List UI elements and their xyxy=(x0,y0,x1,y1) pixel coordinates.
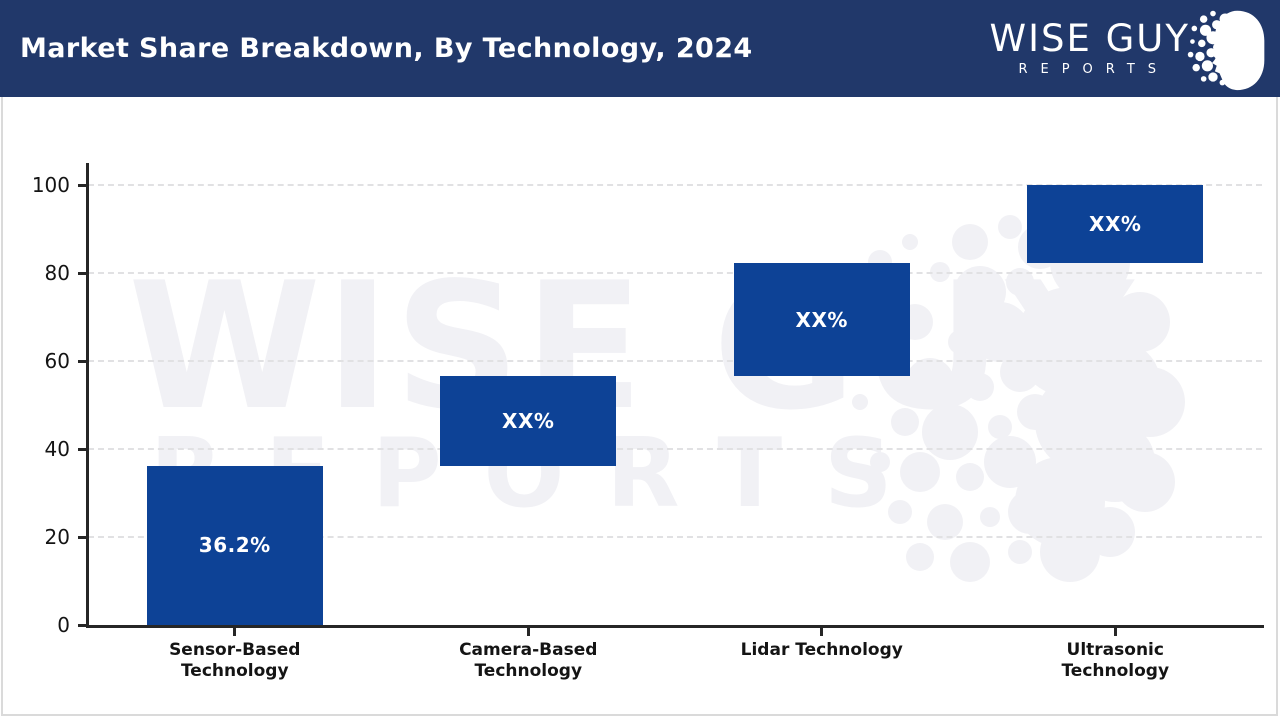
chart-panel: WISE GUY REPORTS xyxy=(0,96,1280,720)
y-tick-label: 0 xyxy=(57,613,70,637)
wiseguy-logo: WISE GUY REPORTS xyxy=(990,7,1270,91)
y-axis-tick xyxy=(78,360,86,363)
gridline xyxy=(88,360,1262,362)
y-axis-tick xyxy=(78,536,86,539)
wiseguy-head-logo-icon xyxy=(1187,10,1265,90)
y-axis-tick xyxy=(78,624,86,627)
x-category-label: Ultrasonic Technology xyxy=(1061,640,1170,681)
bar-value-label: XX% xyxy=(795,307,848,332)
gridline xyxy=(88,184,1262,186)
x-category-label: Sensor-Based Technology xyxy=(169,640,301,681)
wiseguy-logo-text: WISE GUY REPORTS xyxy=(990,20,1190,77)
gridline xyxy=(88,448,1262,450)
x-axis-tick xyxy=(233,628,237,636)
wiseguy-logo-line1: WISE GUY xyxy=(989,17,1190,60)
y-axis-tick xyxy=(78,272,86,275)
y-tick-label: 40 xyxy=(44,437,70,461)
bar-value-label: 36.2% xyxy=(198,533,271,558)
bar: XX% xyxy=(733,263,910,376)
bar: XX% xyxy=(1027,185,1204,264)
gridline xyxy=(88,536,1262,538)
y-tick-label: 60 xyxy=(44,349,70,373)
header-bar: Market Share Breakdown, By Technology, 2… xyxy=(0,0,1280,97)
y-axis-line xyxy=(86,163,89,628)
x-axis-line xyxy=(86,625,1264,628)
y-tick-label: 80 xyxy=(44,261,70,285)
y-tick-label: 20 xyxy=(44,525,70,549)
x-axis-tick xyxy=(526,628,530,636)
waterfall-chart: 0 20 40 60 80 100 36.2% Sensor-Based Technology X… xyxy=(0,97,1280,720)
bar-value-label: XX% xyxy=(502,408,555,433)
y-axis-tick xyxy=(78,448,86,451)
watermark-layer: WISE GUY REPORTS xyxy=(0,97,1280,720)
bar: XX% xyxy=(440,375,617,466)
y-axis-tick xyxy=(78,184,86,187)
head-watermark-icon xyxy=(842,215,1185,582)
wiseguy-logo-line2: REPORTS xyxy=(1018,62,1170,77)
page-title: Market Share Breakdown, By Technology, 2… xyxy=(20,33,753,64)
bar-value-label: XX% xyxy=(1089,212,1142,237)
bar: 36.2% xyxy=(146,465,323,625)
x-category-label: Lidar Technology xyxy=(740,640,903,660)
gridline xyxy=(88,272,1262,274)
x-axis-tick xyxy=(820,628,824,636)
x-category-label: Camera-Based Technology xyxy=(459,640,598,681)
y-tick-label: 100 xyxy=(31,173,70,197)
x-axis-tick xyxy=(1113,628,1117,636)
